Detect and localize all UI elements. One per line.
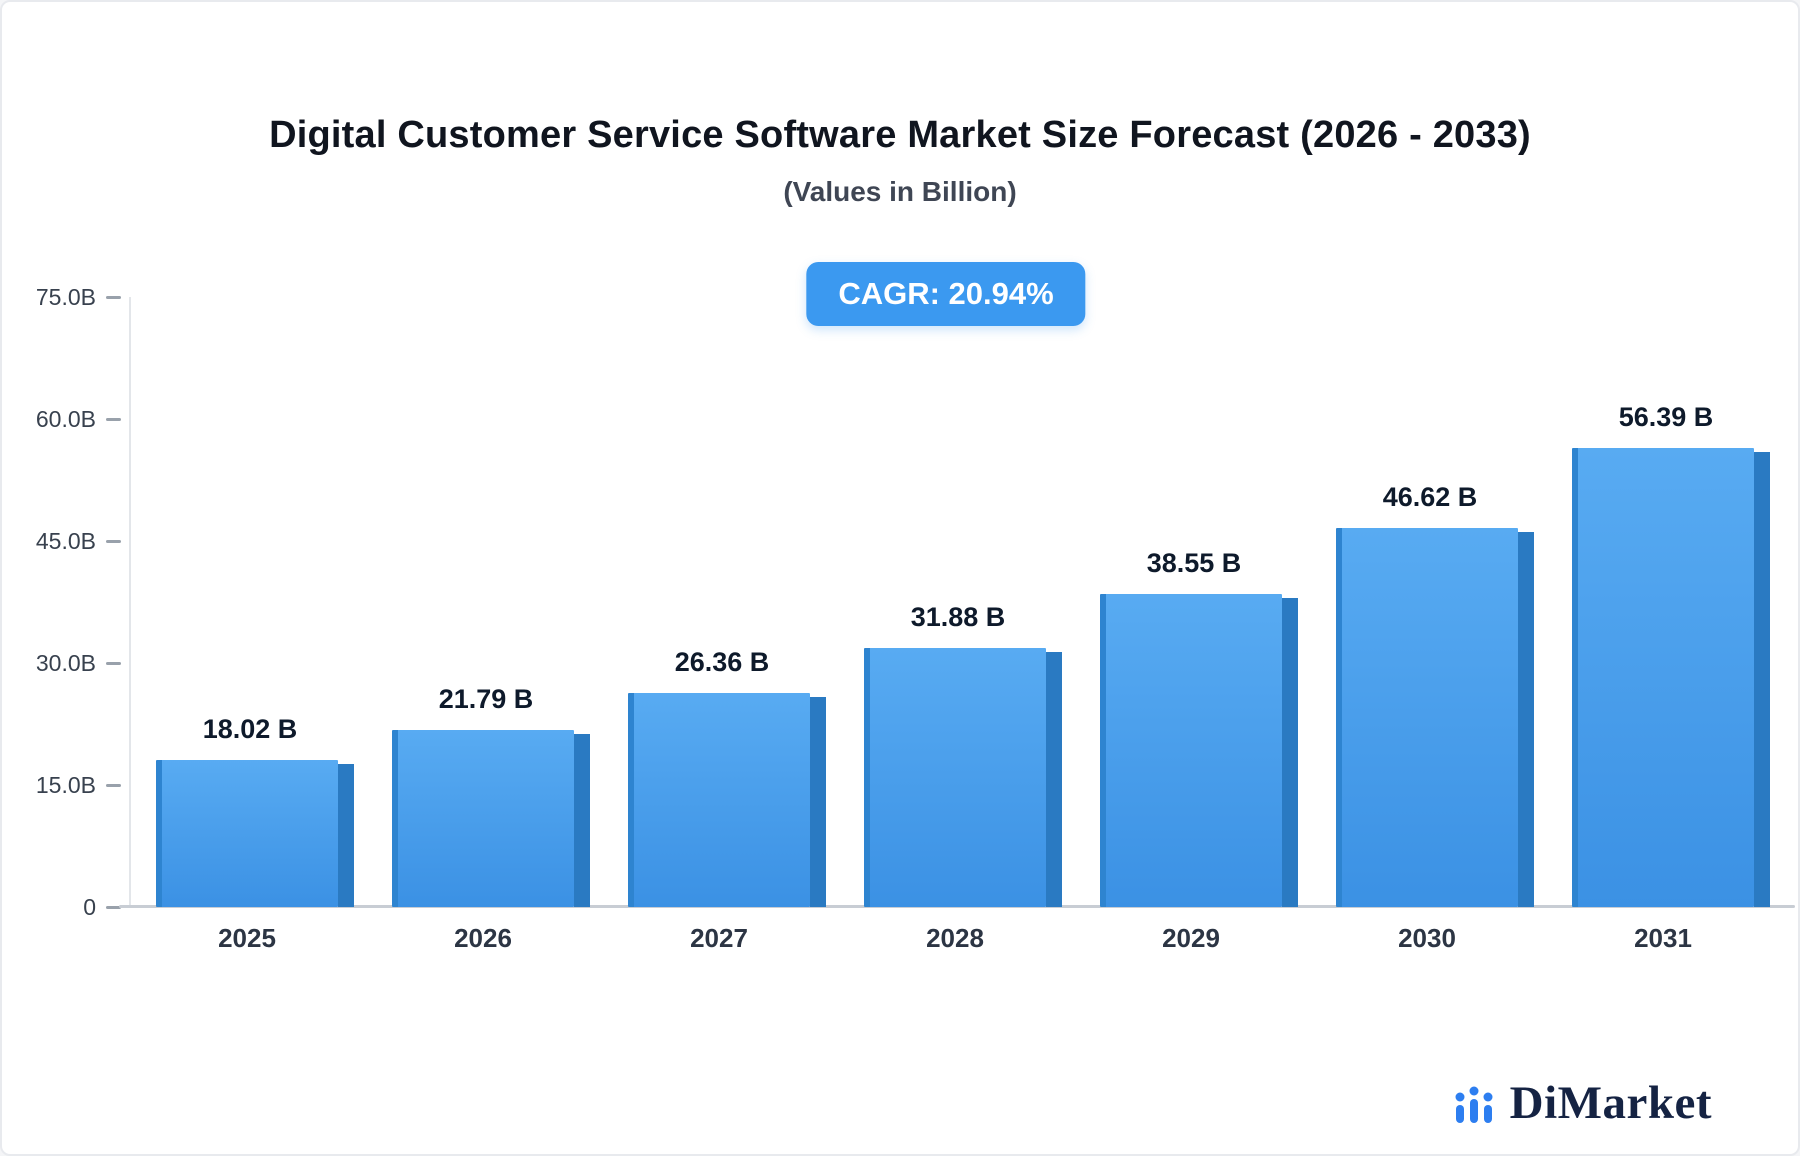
bar-group-2027: 26.36 B 2027 — [601, 297, 837, 953]
x-axis-label: 2031 — [1634, 923, 1692, 953]
y-axis-tick — [106, 295, 121, 299]
x-axis-label: 2030 — [1398, 923, 1456, 953]
bar-group-2025: 18.02 B 2025 — [129, 297, 365, 953]
y-axis-tick — [106, 417, 121, 421]
x-axis-label: 2027 — [690, 923, 748, 953]
bar-value-label: 26.36 B — [674, 646, 770, 677]
bar-value-label: 46.62 B — [1382, 481, 1478, 512]
bar-value-label: 21.79 B — [438, 683, 534, 714]
bar-side-2025 — [338, 764, 354, 907]
bar-group-2031: 56.39 B 2031 — [1545, 297, 1781, 953]
y-axis-label: 75.0B — [35, 284, 96, 310]
bar-2025[interactable]: 18.02 B — [156, 714, 354, 907]
bar-2027[interactable]: 26.36 B — [628, 647, 826, 907]
y-axis-tick — [106, 539, 121, 543]
bar-2026[interactable]: 21.79 B — [392, 684, 590, 907]
x-axis-label: 2028 — [926, 923, 984, 953]
bar-group-2030: 46.62 B 2030 — [1309, 297, 1545, 953]
logo-text: DiMarket — [1509, 1077, 1712, 1129]
bar-chart-logo-icon — [1455, 1086, 1493, 1123]
bar-value-label: 31.88 B — [910, 601, 1006, 632]
y-axis-line — [129, 297, 131, 907]
bar-value-label: 56.39 B — [1618, 402, 1714, 433]
bar-2029[interactable]: 38.55 B — [1100, 548, 1298, 907]
y-axis-label: 45.0B — [35, 528, 96, 554]
y-axis-label: 0 — [83, 894, 96, 920]
y-axis-label: 30.0B — [35, 650, 96, 676]
x-axis-label: 2025 — [218, 923, 276, 953]
chart-subtitle: (Values in Billion) — [783, 176, 1017, 207]
bar-value-label: 18.02 B — [202, 714, 298, 745]
bar-2028[interactable]: 31.88 B — [864, 602, 1062, 907]
plot-area: 18.02 B 2025 21.79 B 2026 26.36 B 2027 31.88 B… — [129, 297, 1781, 953]
chart-title: Digital Customer Service Software Market… — [269, 114, 1531, 156]
bar-group-2026: 21.79 B 2026 — [365, 297, 601, 953]
bar-side-2030 — [1518, 531, 1534, 907]
y-axis-tick — [106, 905, 121, 909]
bar-value-label: 38.55 B — [1146, 547, 1242, 578]
x-axis-label: 2029 — [1162, 923, 1220, 953]
y-axis-tick — [106, 661, 121, 665]
y-axis-tick — [106, 783, 121, 787]
y-axis-label: 60.0B — [35, 406, 96, 432]
bar-side-2026 — [574, 733, 590, 907]
bar-group-2028: 31.88 B 2028 — [837, 297, 1073, 953]
x-axis-label: 2026 — [454, 923, 512, 953]
cagr-badge: CAGR: 20.94% — [806, 262, 1086, 326]
bar-group-2029: 38.55 B 2029 — [1073, 297, 1309, 953]
bar-side-2028 — [1046, 651, 1062, 907]
bar-2030[interactable]: 46.62 B — [1336, 482, 1534, 907]
bar-2031[interactable]: 56.39 B — [1572, 402, 1770, 907]
dimarket-logo: DiMarket — [1450, 1076, 1712, 1130]
bar-side-2031 — [1754, 452, 1770, 907]
y-axis-label: 15.0B — [35, 772, 96, 798]
bar-side-2027 — [810, 696, 826, 907]
bar-side-2029 — [1282, 597, 1298, 907]
